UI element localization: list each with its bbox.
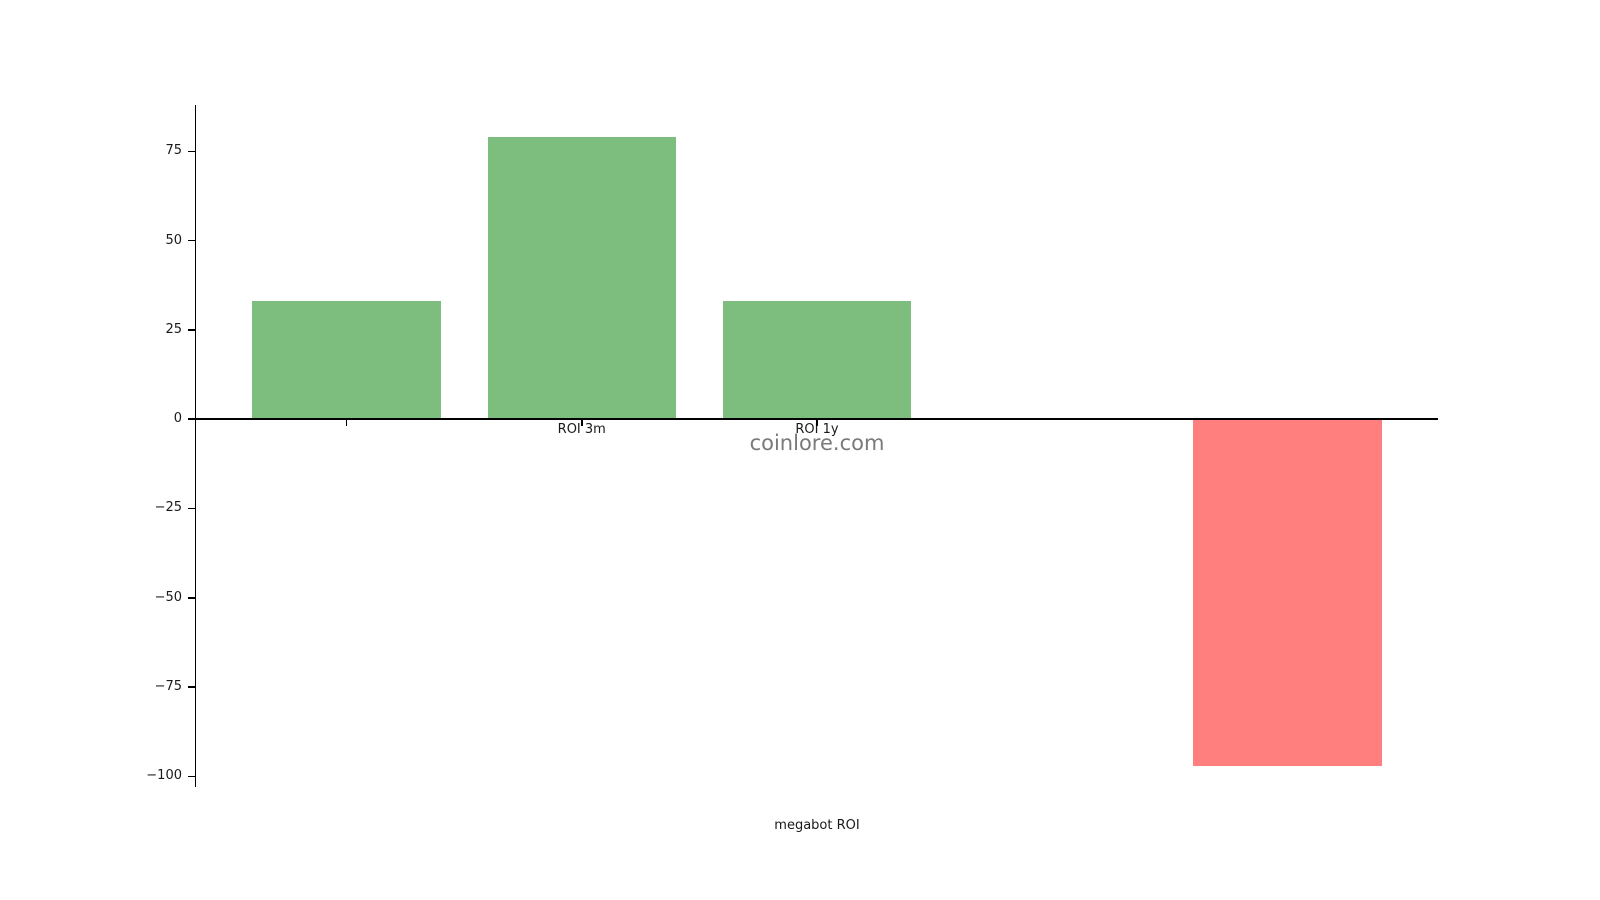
y-tick-label: 75 (165, 143, 182, 159)
y-tick-label: −75 (154, 679, 182, 695)
y-axis-spine (194, 105, 196, 787)
y-tick-label: −100 (146, 768, 182, 784)
y-tick-label: 0 (173, 411, 182, 427)
bar-slot-0 (252, 301, 441, 420)
x-tick-mark (345, 419, 348, 427)
y-tick-label: −50 (154, 589, 182, 605)
y-tick-label: −25 (154, 500, 182, 516)
y-tick-label: 50 (165, 232, 182, 248)
bar-slot-4 (1193, 419, 1382, 766)
watermark-text: coinlore.com (749, 431, 885, 455)
y-tick-mark (187, 775, 195, 778)
y-tick-mark (187, 150, 195, 153)
x-tick-label: ROI 3m (557, 422, 606, 438)
y-tick-mark (187, 239, 195, 242)
bar-slot-2 (722, 301, 912, 420)
y-tick-mark (187, 329, 195, 331)
bar-slot-1 (487, 137, 676, 420)
x-tick-mark (816, 419, 818, 427)
y-tick-mark (187, 418, 195, 420)
y-tick-mark (187, 686, 195, 688)
y-tick-label: 25 (165, 321, 182, 337)
x-tick-mark (581, 419, 583, 427)
y-tick-mark (187, 507, 195, 510)
x-axis-title: megabot ROI (774, 818, 860, 833)
y-tick-mark (187, 597, 195, 599)
x-tick-label: ROI 1y (795, 422, 839, 438)
